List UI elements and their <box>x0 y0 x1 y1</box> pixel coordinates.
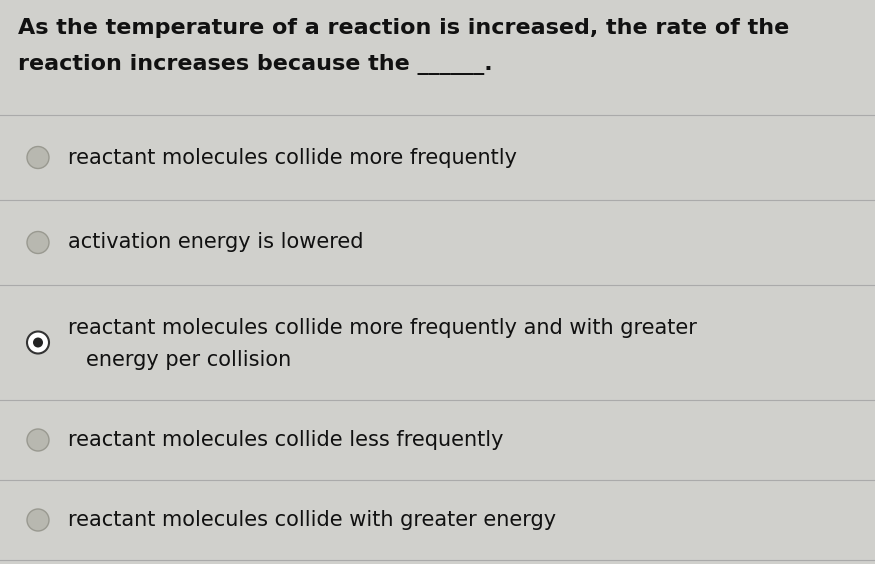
Ellipse shape <box>27 231 49 253</box>
Text: reactant molecules collide more frequently: reactant molecules collide more frequent… <box>68 148 517 168</box>
Text: reactant molecules collide less frequently: reactant molecules collide less frequent… <box>68 430 503 450</box>
Ellipse shape <box>27 429 49 451</box>
Text: As the temperature of a reaction is increased, the rate of the: As the temperature of a reaction is incr… <box>18 18 789 38</box>
Text: reactant molecules collide more frequently and with greater: reactant molecules collide more frequent… <box>68 319 697 338</box>
Ellipse shape <box>27 509 49 531</box>
Ellipse shape <box>27 147 49 169</box>
Text: reaction increases because the ______.: reaction increases because the ______. <box>18 54 493 75</box>
Ellipse shape <box>33 337 43 347</box>
Text: activation energy is lowered: activation energy is lowered <box>68 232 363 253</box>
Text: energy per collision: energy per collision <box>86 350 291 371</box>
Text: reactant molecules collide with greater energy: reactant molecules collide with greater … <box>68 510 556 530</box>
Ellipse shape <box>27 332 49 354</box>
